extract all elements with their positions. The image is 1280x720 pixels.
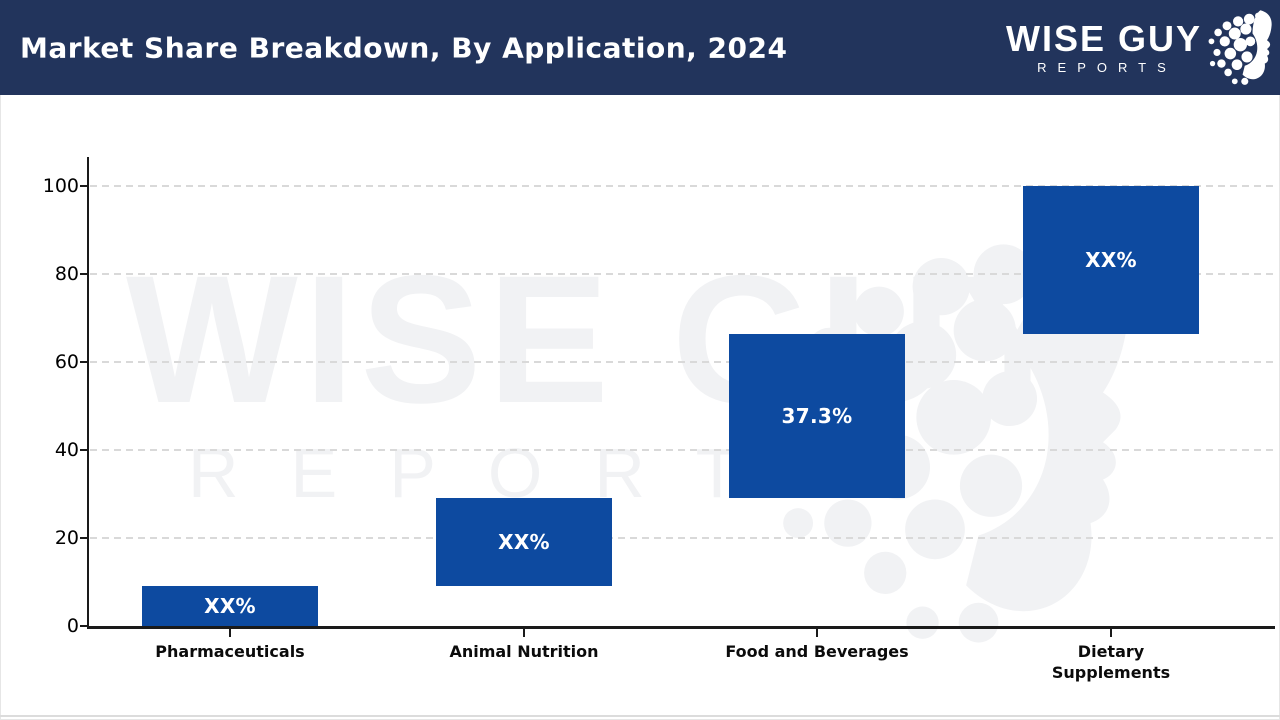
x-category-label: Dietary Supplements: [1051, 642, 1171, 683]
bar-dietary-supplements: XX%: [1023, 186, 1199, 335]
x-category-label: Animal Nutrition: [449, 642, 599, 661]
x-category-label: Pharmaceuticals: [155, 642, 305, 661]
x-tick-mark: [523, 629, 525, 637]
logo-text: WISE GUY REPORTS: [1005, 17, 1202, 75]
bar-pharmaceuticals: XX%: [142, 586, 318, 626]
x-tick-mark: [1110, 629, 1112, 637]
y-tick-mark: [80, 273, 88, 275]
y-tick-label: 80: [54, 263, 79, 285]
bar-value-label: XX%: [204, 594, 256, 619]
x-tick-mark: [229, 629, 231, 637]
y-tick-label: 40: [54, 439, 79, 461]
x-axis-line: [87, 626, 1275, 629]
page-title: Market Share Breakdown, By Application, …: [20, 31, 788, 64]
gridline: [90, 449, 1274, 451]
header: Market Share Breakdown, By Application, …: [0, 0, 1280, 95]
dotted-head-logo-icon: [1208, 9, 1272, 85]
y-tick-mark: [80, 625, 88, 627]
gridline: [90, 537, 1274, 539]
bar-value-label: XX%: [1085, 248, 1137, 273]
y-tick-mark: [80, 185, 88, 187]
y-tick-label: 0: [66, 615, 79, 637]
y-tick-mark: [80, 537, 88, 539]
logo-subtitle: REPORTS: [1037, 59, 1177, 75]
x-tick-mark: [816, 629, 818, 637]
y-tick-label: 100: [42, 175, 79, 197]
y-tick-mark: [80, 361, 88, 363]
x-category-label: Food and Beverages: [725, 642, 909, 661]
bottom-border-line: [0, 715, 1280, 717]
bar-value-label: XX%: [498, 530, 550, 555]
gridline: [90, 361, 1274, 363]
bar-food-and-beverages: 37.3%: [729, 334, 905, 499]
y-axis-line: [87, 157, 89, 628]
logo-wordmark: WISE GUY: [1005, 17, 1202, 59]
bar-value-label: 37.3%: [781, 404, 853, 429]
wise-guy-reports-logo: WISE GUY REPORTS: [1006, 6, 1272, 89]
y-tick-mark: [80, 449, 88, 451]
gridline: [90, 273, 1274, 275]
bar-animal-nutrition: XX%: [436, 498, 612, 587]
y-tick-label: 20: [54, 527, 79, 549]
y-tick-label: 60: [54, 351, 79, 373]
gridline: [90, 185, 1274, 187]
